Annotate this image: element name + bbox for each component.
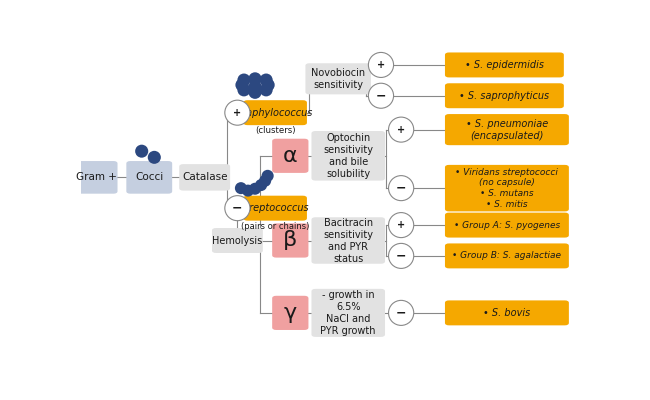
Text: β: β	[283, 230, 298, 250]
Text: - growth in
6.5%
NaCl and
PYR growth: - growth in 6.5% NaCl and PYR growth	[320, 290, 376, 336]
Ellipse shape	[248, 86, 261, 99]
Text: Staphylococcus: Staphylococcus	[237, 108, 313, 118]
FancyBboxPatch shape	[445, 165, 569, 211]
Ellipse shape	[235, 78, 248, 92]
Ellipse shape	[237, 83, 250, 96]
FancyBboxPatch shape	[311, 289, 385, 337]
Text: • S. bovis: • S. bovis	[484, 308, 530, 318]
FancyBboxPatch shape	[445, 52, 564, 78]
Ellipse shape	[259, 83, 273, 96]
FancyBboxPatch shape	[244, 196, 307, 221]
Ellipse shape	[369, 83, 393, 108]
FancyBboxPatch shape	[311, 217, 385, 264]
Text: −: −	[396, 182, 406, 195]
Ellipse shape	[389, 243, 414, 268]
Text: Streptococcus: Streptococcus	[240, 203, 310, 213]
FancyBboxPatch shape	[306, 63, 371, 94]
FancyBboxPatch shape	[445, 114, 569, 145]
Ellipse shape	[225, 100, 250, 125]
FancyBboxPatch shape	[126, 161, 172, 194]
Text: (pairs or chains): (pairs or chains)	[241, 222, 309, 230]
Ellipse shape	[225, 196, 250, 221]
FancyBboxPatch shape	[272, 296, 309, 330]
Ellipse shape	[237, 74, 250, 86]
Ellipse shape	[255, 179, 267, 191]
Ellipse shape	[389, 176, 414, 201]
Text: • S. epidermidis: • S. epidermidis	[465, 60, 544, 70]
Ellipse shape	[242, 184, 254, 197]
Text: Bacitracin
sensitivity
and PYR
status: Bacitracin sensitivity and PYR status	[323, 218, 373, 264]
Ellipse shape	[261, 78, 275, 92]
FancyBboxPatch shape	[75, 161, 118, 194]
Text: +: +	[233, 108, 242, 118]
Text: −: −	[396, 306, 406, 319]
FancyBboxPatch shape	[445, 300, 569, 325]
FancyBboxPatch shape	[445, 213, 569, 238]
Ellipse shape	[148, 151, 161, 164]
Text: −: −	[232, 202, 242, 215]
Ellipse shape	[259, 175, 271, 187]
Ellipse shape	[261, 170, 274, 182]
FancyBboxPatch shape	[179, 164, 230, 191]
Text: (clusters): (clusters)	[255, 126, 296, 135]
Ellipse shape	[249, 183, 261, 195]
Text: • Viridans streptococci
(no capsule)
• S. mutans
• S. mitis: • Viridans streptococci (no capsule) • S…	[456, 168, 558, 209]
FancyBboxPatch shape	[445, 83, 564, 108]
Text: +: +	[397, 220, 405, 230]
Text: γ: γ	[283, 303, 297, 323]
Ellipse shape	[259, 74, 273, 86]
Ellipse shape	[369, 52, 393, 78]
Text: • Group B: S. agalactiae: • Group B: S. agalactiae	[452, 252, 562, 260]
Text: +: +	[377, 60, 385, 70]
Text: −: −	[396, 250, 406, 262]
Ellipse shape	[389, 117, 414, 142]
FancyBboxPatch shape	[244, 100, 307, 125]
Ellipse shape	[248, 72, 261, 85]
Text: • S. pneumoniae
(encapsulated): • S. pneumoniae (encapsulated)	[466, 119, 548, 141]
Text: Novobiocin
sensitivity: Novobiocin sensitivity	[311, 68, 365, 90]
Ellipse shape	[135, 145, 148, 158]
Text: Catalase: Catalase	[182, 172, 228, 182]
Text: Optochin
sensitivity
and bile
solubility: Optochin sensitivity and bile solubility	[323, 133, 373, 179]
Text: Cocci: Cocci	[135, 172, 163, 182]
Text: • S. saprophyticus: • S. saprophyticus	[460, 91, 549, 101]
Text: Hemolysis: Hemolysis	[213, 236, 263, 246]
Text: • Group A: S. pyogenes: • Group A: S. pyogenes	[454, 221, 560, 230]
FancyBboxPatch shape	[272, 224, 309, 258]
Ellipse shape	[389, 300, 414, 325]
FancyBboxPatch shape	[272, 139, 309, 173]
Ellipse shape	[389, 212, 414, 238]
Text: +: +	[397, 125, 405, 135]
FancyBboxPatch shape	[212, 228, 263, 253]
Text: Gram +: Gram +	[76, 172, 117, 182]
Ellipse shape	[235, 182, 247, 194]
FancyBboxPatch shape	[311, 131, 385, 180]
FancyBboxPatch shape	[445, 244, 569, 268]
Text: α: α	[283, 146, 298, 166]
Ellipse shape	[248, 80, 261, 93]
Text: −: −	[376, 89, 386, 102]
